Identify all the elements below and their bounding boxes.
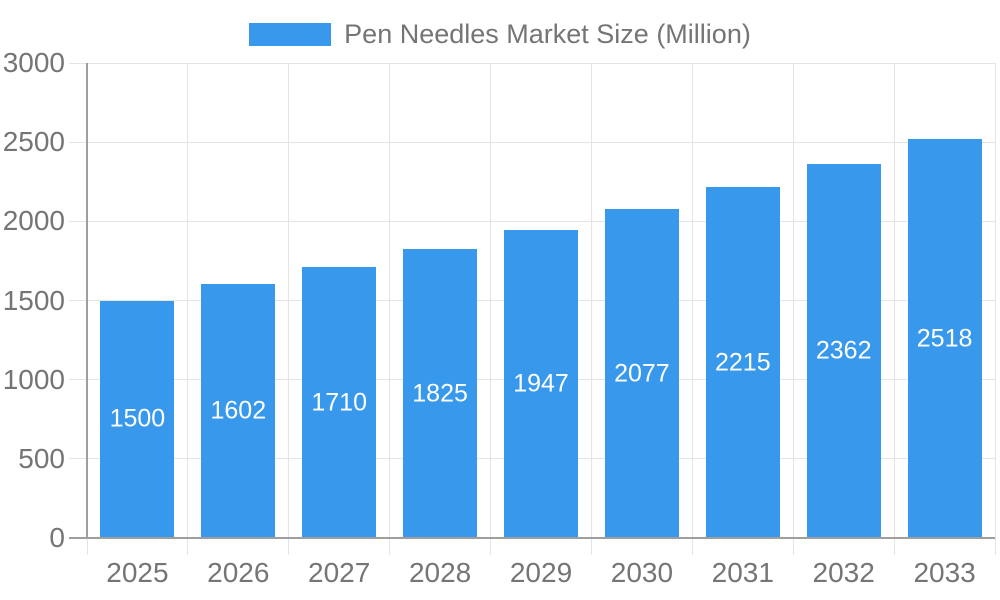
y-tick-label-1000: 1000 (2, 363, 65, 395)
x-axis-line (69, 537, 995, 539)
bar-value-label-2032: 2362 (815, 336, 872, 365)
bar-2028[interactable] (403, 249, 478, 538)
bar-value-label-2028: 1825 (412, 379, 468, 407)
bar-2026[interactable] (201, 284, 276, 538)
gridline-x-5 (590, 63, 592, 555)
bar-value-label-2027: 1710 (311, 388, 367, 417)
bar-value-label-2031: 2215 (714, 348, 771, 377)
bar-2031[interactable] (705, 187, 780, 538)
legend-swatch-icon (249, 23, 332, 46)
gridline-x-1 (187, 63, 189, 555)
gridline-x-6 (691, 63, 693, 555)
gridline-y-2000 (69, 220, 995, 222)
gridline-y-3000 (69, 62, 995, 64)
gridline-x-3 (389, 63, 391, 555)
gridline-x-9 (994, 63, 996, 555)
x-tick-label-2029: 2029 (509, 557, 573, 588)
y-tick-label-500: 500 (18, 442, 65, 474)
gridline-x-7 (792, 63, 794, 555)
x-tick-label-2031: 2031 (711, 557, 774, 588)
bar-2030[interactable] (604, 209, 679, 538)
bar-2032[interactable] (806, 164, 881, 538)
bar-value-label-2029: 1947 (513, 369, 569, 398)
y-tick-label-2500: 2500 (2, 126, 65, 158)
gridline-y-2500 (69, 141, 995, 143)
x-tick-label-2026: 2026 (207, 557, 270, 588)
x-tick-label-2033: 2033 (913, 557, 976, 588)
y-tick-label-3000: 3000 (2, 47, 65, 78)
bar-2033[interactable] (907, 139, 982, 538)
gridline-x-4 (490, 63, 492, 555)
y-tick-label-1500: 1500 (2, 284, 65, 316)
legend-label: Pen Needles Market Size (Million) (344, 19, 751, 49)
y-tick-label-0: 0 (49, 522, 65, 553)
plot-area: 0 500 1000 1500 2000 2500 3000 1500 2025 1602 2026… (3, 49, 996, 587)
gridline-x-8 (893, 63, 895, 555)
bar-2027[interactable] (302, 267, 377, 539)
bar-value-label-2025: 1500 (109, 404, 166, 433)
gridline-x-2 (288, 63, 290, 555)
x-tick-label-2030: 2030 (610, 557, 674, 588)
x-tick-label-2025: 2025 (106, 557, 169, 588)
x-tick-label-2028: 2028 (408, 557, 472, 588)
chart-legend[interactable]: Pen Needles Market Size (Million) (0, 21, 1000, 48)
bar-2025[interactable] (100, 300, 175, 538)
bar-value-label-2033: 2518 (916, 324, 973, 353)
bar-2029[interactable] (504, 229, 578, 538)
y-tick-label-2000: 2000 (2, 205, 65, 237)
y-axis-line (86, 63, 88, 538)
x-tick-label-2032: 2032 (812, 557, 875, 588)
x-tick-label-2027: 2027 (308, 557, 371, 588)
bar-value-label-2030: 2077 (614, 359, 670, 388)
bar-value-label-2026: 1602 (210, 396, 267, 425)
